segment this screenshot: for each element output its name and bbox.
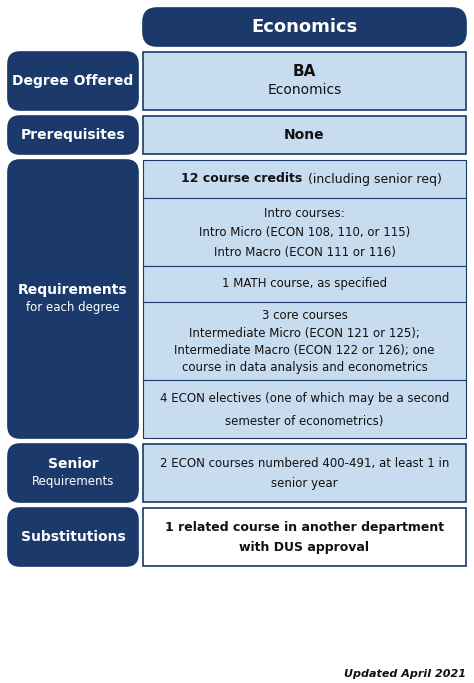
Text: Economics: Economics (267, 83, 342, 97)
Text: Substitutions: Substitutions (21, 530, 126, 544)
Text: (including senior req): (including senior req) (304, 173, 442, 186)
FancyBboxPatch shape (8, 116, 138, 154)
Text: 12 course credits: 12 course credits (181, 173, 302, 186)
Text: BA: BA (293, 64, 316, 79)
Text: Intermediate Micro (ECON 121 or 125);: Intermediate Micro (ECON 121 or 125); (189, 326, 420, 339)
Text: 2 ECON courses numbered 400-491, at least 1 in: 2 ECON courses numbered 400-491, at leas… (160, 456, 449, 469)
Bar (143, 444, 466, 502)
Text: 1 MATH course, as specified: 1 MATH course, as specified (222, 277, 387, 290)
Text: Intro Macro (ECON 111 or 116): Intro Macro (ECON 111 or 116) (214, 246, 395, 259)
FancyBboxPatch shape (143, 8, 466, 46)
Bar (143, 198, 466, 266)
Text: Prerequisites: Prerequisites (21, 128, 125, 142)
Text: Degree Offered: Degree Offered (12, 74, 134, 88)
Text: Senior: Senior (48, 457, 98, 471)
FancyBboxPatch shape (8, 52, 138, 110)
Text: for each degree: for each degree (26, 301, 120, 314)
Text: course in data analysis and econometrics: course in data analysis and econometrics (182, 361, 428, 374)
Bar (143, 266, 466, 302)
FancyBboxPatch shape (8, 508, 138, 566)
Text: Economics: Economics (251, 18, 357, 36)
Bar (143, 52, 466, 110)
Text: with DUS approval: with DUS approval (239, 540, 370, 553)
Text: None: None (284, 128, 325, 142)
Text: senior year: senior year (271, 477, 338, 490)
Bar (143, 302, 466, 380)
Text: semester of econometrics): semester of econometrics) (225, 415, 383, 428)
Text: Intro courses:: Intro courses: (264, 207, 345, 220)
Text: 3 core courses: 3 core courses (262, 309, 347, 322)
Text: Requirements: Requirements (18, 283, 128, 297)
Text: Intermediate Macro (ECON 122 or 126); one: Intermediate Macro (ECON 122 or 126); on… (174, 344, 435, 357)
Bar (143, 380, 466, 438)
Text: 1 related course in another department: 1 related course in another department (165, 520, 444, 533)
Text: Updated April 2021: Updated April 2021 (344, 669, 466, 679)
FancyBboxPatch shape (8, 160, 138, 438)
Bar (143, 160, 466, 198)
Text: Intro Micro (ECON 108, 110, or 115): Intro Micro (ECON 108, 110, or 115) (199, 227, 410, 240)
Text: 4 ECON electives (one of which may be a second: 4 ECON electives (one of which may be a … (160, 392, 449, 405)
Bar (143, 116, 466, 154)
FancyBboxPatch shape (8, 444, 138, 502)
Text: Requirements: Requirements (32, 475, 114, 488)
Bar (143, 508, 466, 566)
